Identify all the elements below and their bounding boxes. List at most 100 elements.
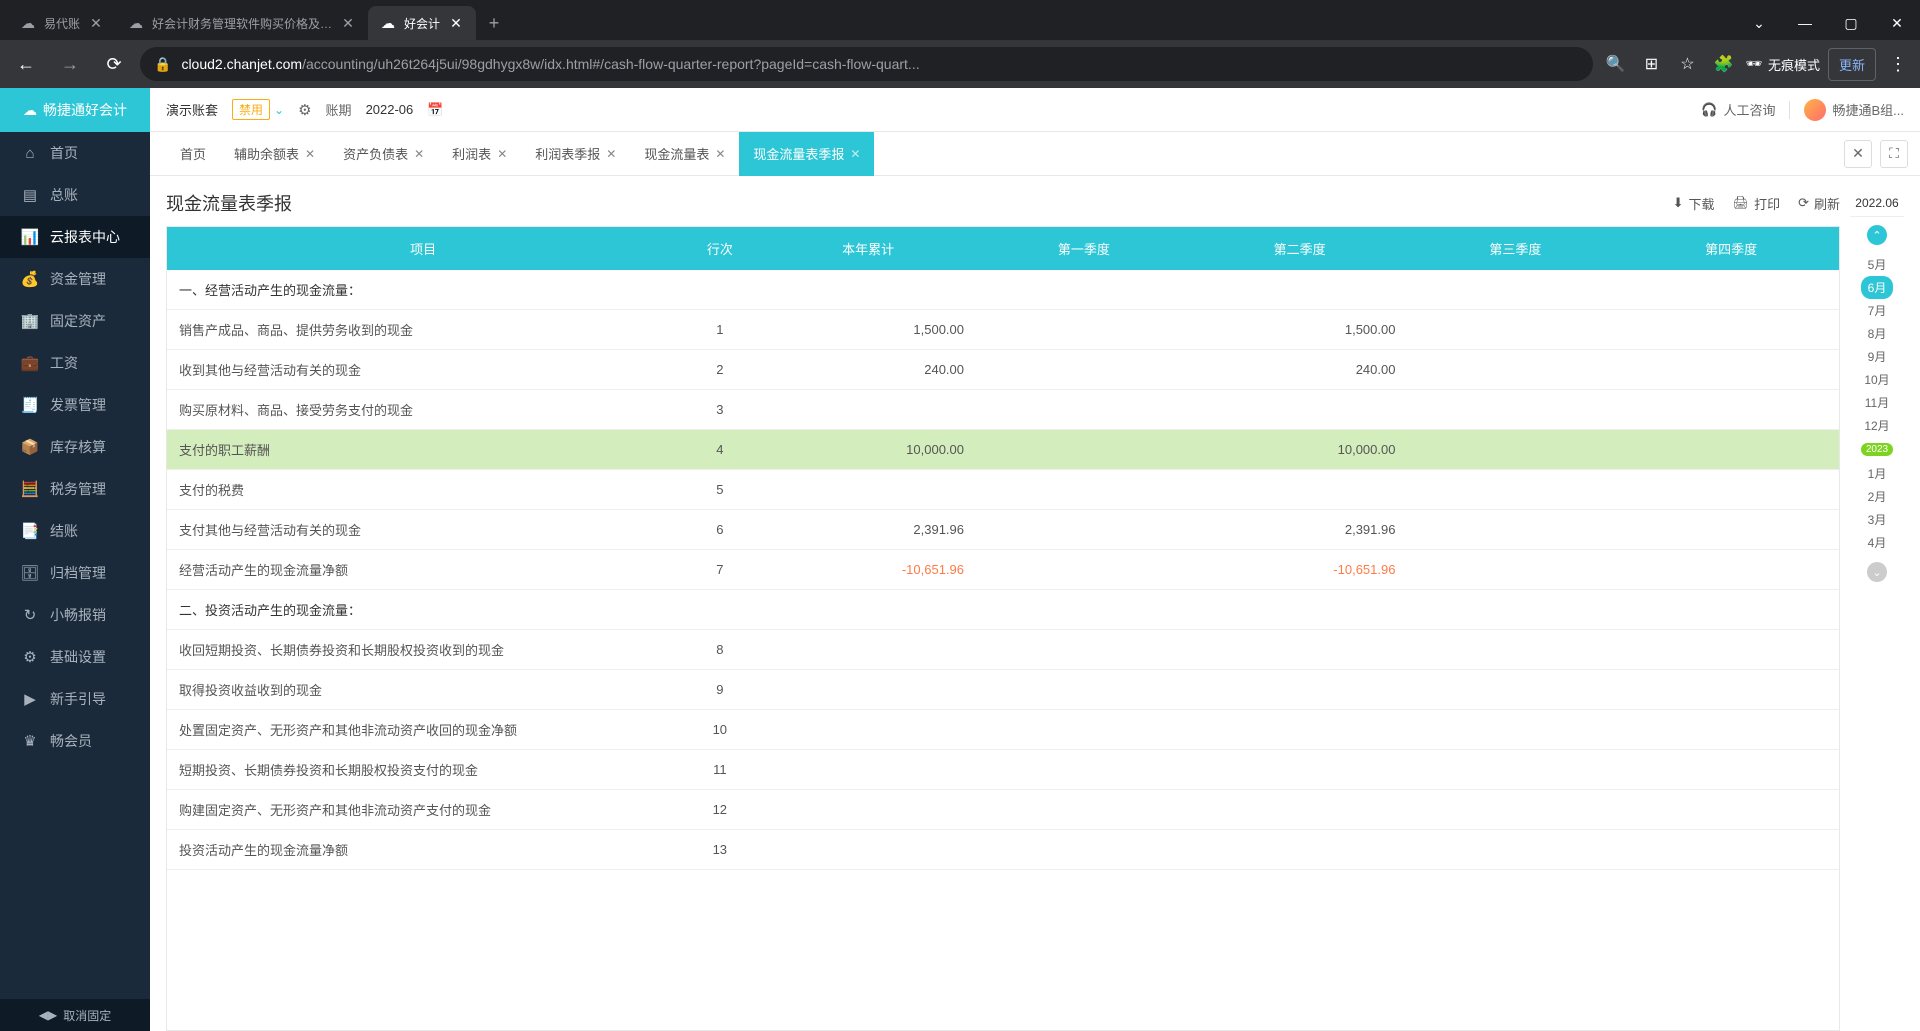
rail-month[interactable]: 12月 xyxy=(1861,414,1893,437)
tab-close-icon[interactable]: ✕ xyxy=(448,15,464,31)
sidebar-item[interactable]: 📦库存核算 xyxy=(0,426,150,468)
puzzle-icon[interactable]: 🧩 xyxy=(1709,50,1737,78)
back-button[interactable]: ← xyxy=(8,46,44,82)
rail-month[interactable]: 2月 xyxy=(1868,485,1887,508)
bookmark-icon[interactable]: ☆ xyxy=(1673,50,1701,78)
new-tab-button[interactable]: + xyxy=(476,13,504,40)
sidebar-item[interactable]: 💰资金管理 xyxy=(0,258,150,300)
rail-month[interactable]: 9月 xyxy=(1861,345,1893,368)
browser-menu[interactable]: ⋮ xyxy=(1884,54,1912,75)
account-name[interactable]: 演示账套 xyxy=(166,100,218,119)
page-tab[interactable]: 现金流量表✕ xyxy=(630,132,739,176)
table-row[interactable]: 销售产成品、商品、提供劳务收到的现金11,500.001,500.00 xyxy=(167,310,1839,350)
table-row[interactable]: 收到其他与经营活动有关的现金2240.00240.00 xyxy=(167,350,1839,390)
sidebar-item[interactable]: ⌂首页 xyxy=(0,132,150,174)
update-button[interactable]: 更新 xyxy=(1828,48,1876,81)
sidebar-item[interactable]: 📊云报表中心 xyxy=(0,216,150,258)
page-tab[interactable]: 利润表季报✕ xyxy=(521,132,630,176)
refresh-button[interactable]: ⟳刷新 xyxy=(1798,194,1840,213)
support-link[interactable]: 🎧 人工咨询 xyxy=(1701,100,1775,119)
page-tab-close-icon[interactable]: ✕ xyxy=(715,147,725,161)
table-row[interactable]: 一、经营活动产生的现金流量： xyxy=(167,270,1839,310)
table-row[interactable]: 购建固定资产、无形资产和其他非流动资产支付的现金12 xyxy=(167,790,1839,830)
rail-month[interactable]: 7月 xyxy=(1861,299,1893,322)
rail-down[interactable]: ⌄ xyxy=(1867,562,1887,582)
rail-up[interactable]: ⌃ xyxy=(1867,225,1887,245)
table-row[interactable]: 支付的税费5 xyxy=(167,470,1839,510)
page-tab-close-icon[interactable]: ✕ xyxy=(850,147,860,161)
rail-period[interactable]: 2022.06 xyxy=(1850,190,1904,217)
fullscreen-button[interactable]: ⛶ xyxy=(1880,140,1908,168)
window-minimize-dropdown[interactable]: ⌄ xyxy=(1736,6,1782,40)
period-label: 账期 xyxy=(326,100,352,119)
period-value: 2022-06 xyxy=(366,102,414,117)
calendar-icon[interactable]: 📅 xyxy=(427,102,443,118)
account-dropdown[interactable]: ⌄ xyxy=(274,103,284,117)
rail-month[interactable]: 11月 xyxy=(1861,391,1893,414)
url-box[interactable]: 🔒 cloud2.chanjet.com/accounting/uh26t264… xyxy=(140,47,1593,81)
browser-tab[interactable]: ☁好会计✕ xyxy=(368,6,476,40)
sidebar-item[interactable]: 🧮税务管理 xyxy=(0,468,150,510)
sidebar-item[interactable]: 🏢固定资产 xyxy=(0,300,150,342)
page-tab[interactable]: 利润表✕ xyxy=(438,132,521,176)
sidebar-item[interactable]: 💼工资 xyxy=(0,342,150,384)
window-close[interactable]: ✕ xyxy=(1874,6,1920,40)
report-table-wrap[interactable]: 项目行次本年累计第一季度第二季度第三季度第四季度 一、经营活动产生的现金流量：销… xyxy=(166,226,1840,1031)
forward-button[interactable]: → xyxy=(52,46,88,82)
page-tab-close-icon[interactable]: ✕ xyxy=(305,147,315,161)
print-button[interactable]: 🖨打印 xyxy=(1733,194,1781,213)
logo[interactable]: ☁ 畅捷通好会计 xyxy=(0,88,150,132)
user-menu[interactable]: 畅捷通B组... xyxy=(1804,99,1904,121)
sidebar-item[interactable]: 🗄归档管理 xyxy=(0,552,150,594)
nav-icon: 💰 xyxy=(22,270,38,288)
sidebar-item[interactable]: ↻小畅报销 xyxy=(0,594,150,636)
unpin-icon: ◀▶ xyxy=(39,1008,57,1022)
page-tab[interactable]: 首页 xyxy=(166,132,220,176)
browser-tab[interactable]: ☁易代账✕ xyxy=(8,6,116,40)
sidebar: ☁ 畅捷通好会计 ⌂首页▤总账📊云报表中心💰资金管理🏢固定资产💼工资🧾发票管理📦… xyxy=(0,88,150,1031)
tab-close-icon[interactable]: ✕ xyxy=(340,15,356,31)
sidebar-item[interactable]: 🧾发票管理 xyxy=(0,384,150,426)
window-maximize[interactable]: ▢ xyxy=(1828,6,1874,40)
rail-month[interactable]: 6月 xyxy=(1861,276,1893,299)
browser-tab[interactable]: ☁好会计财务管理软件购买价格及…✕ xyxy=(116,6,368,40)
rail-month[interactable]: 5月 xyxy=(1861,253,1893,276)
table-row[interactable]: 二、投资活动产生的现金流量： xyxy=(167,590,1839,630)
sidebar-unpin[interactable]: ◀▶ 取消固定 xyxy=(0,999,150,1031)
table-row[interactable]: 购买原材料、商品、接受劳务支付的现金3 xyxy=(167,390,1839,430)
table-row[interactable]: 支付其他与经营活动有关的现金62,391.962,391.96 xyxy=(167,510,1839,550)
window-minimize[interactable]: — xyxy=(1782,6,1828,40)
page-tab-label: 首页 xyxy=(180,144,206,163)
search-icon[interactable]: 🔍 xyxy=(1601,50,1629,78)
page-tab-close-icon[interactable]: ✕ xyxy=(606,147,616,161)
page-tab[interactable]: 辅助余额表✕ xyxy=(220,132,329,176)
rail-month[interactable]: 1月 xyxy=(1868,462,1887,485)
page-tab-close-icon[interactable]: ✕ xyxy=(414,147,424,161)
rail-month[interactable]: 4月 xyxy=(1868,531,1887,554)
table-row[interactable]: 处置固定资产、无形资产和其他非流动资产收回的现金净额10 xyxy=(167,710,1839,750)
download-button[interactable]: ⬇下载 xyxy=(1673,194,1715,213)
table-row[interactable]: 投资活动产生的现金流量净额13 xyxy=(167,830,1839,870)
sidebar-item[interactable]: 📑结账 xyxy=(0,510,150,552)
tab-close-icon[interactable]: ✕ xyxy=(88,15,104,31)
rail-month[interactable]: 10月 xyxy=(1861,368,1893,391)
rail-month[interactable]: 8月 xyxy=(1861,322,1893,345)
close-all-tabs[interactable]: ✕ xyxy=(1844,140,1872,168)
sidebar-item[interactable]: ▶新手引导 xyxy=(0,678,150,720)
sidebar-item[interactable]: ▤总账 xyxy=(0,174,150,216)
table-row[interactable]: 短期投资、长期债券投资和长期股权投资支付的现金11 xyxy=(167,750,1839,790)
sidebar-item[interactable]: ♛畅会员 xyxy=(0,720,150,762)
page-tab-close-icon[interactable]: ✕ xyxy=(497,147,507,161)
table-row[interactable]: 经营活动产生的现金流量净额7-10,651.96-10,651.96 xyxy=(167,550,1839,590)
page-tab[interactable]: 现金流量表季报✕ xyxy=(739,132,874,176)
table-row[interactable]: 支付的职工薪酬410,000.0010,000.00 xyxy=(167,430,1839,470)
extensions-icon[interactable]: ⊞ xyxy=(1637,50,1665,78)
table-cell: 3 xyxy=(679,390,760,430)
table-row[interactable]: 收回短期投资、长期债券投资和长期股权投资收到的现金8 xyxy=(167,630,1839,670)
page-tab[interactable]: 资产负债表✕ xyxy=(329,132,438,176)
settings-icon[interactable]: ⚙ xyxy=(298,101,311,119)
reload-button[interactable]: ⟳ xyxy=(96,46,132,82)
sidebar-item[interactable]: ⚙基础设置 xyxy=(0,636,150,678)
rail-month[interactable]: 3月 xyxy=(1868,508,1887,531)
table-row[interactable]: 取得投资收益收到的现金9 xyxy=(167,670,1839,710)
